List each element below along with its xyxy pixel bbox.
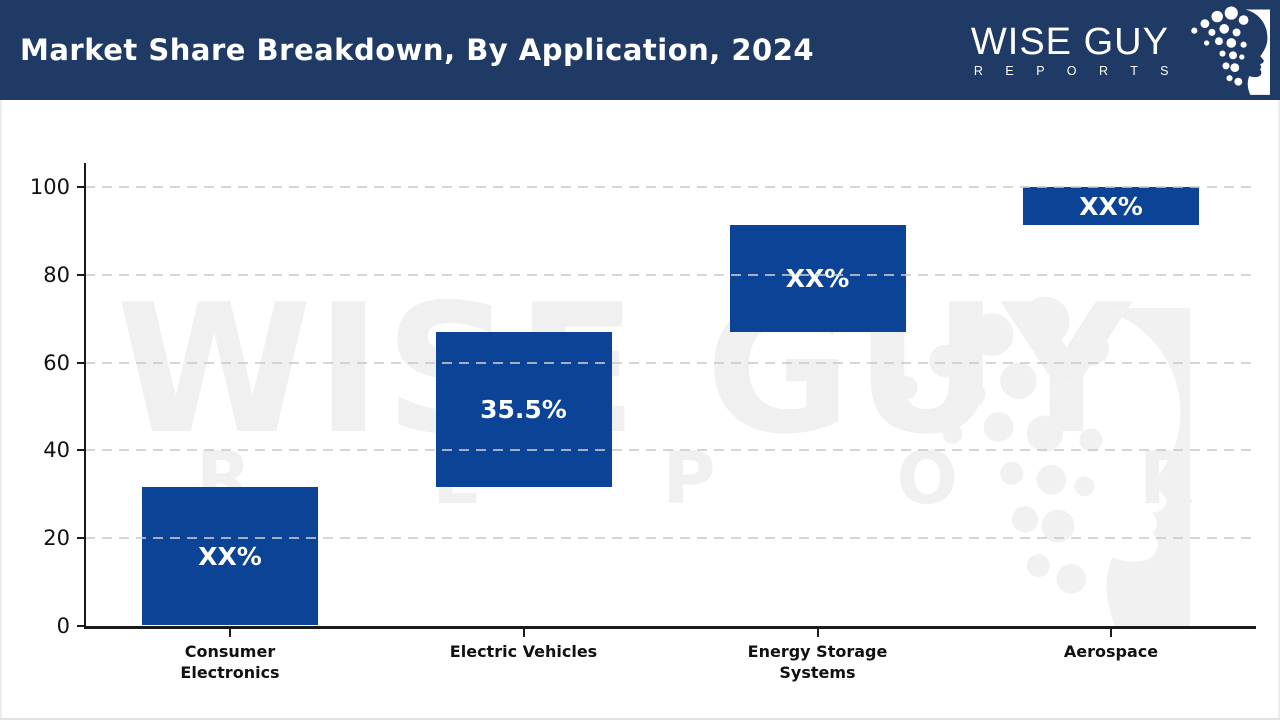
y-tick-mark <box>77 536 85 539</box>
x-category-label: Electric Vehicles <box>449 642 598 661</box>
y-tick-label: 80 <box>43 263 70 288</box>
bar-consumer-electronics: XX% <box>142 487 318 626</box>
x-axis-spine <box>84 626 1256 629</box>
y-tick-label: 0 <box>56 613 70 638</box>
watermark-face-icon <box>894 296 1190 629</box>
y-tick-label: 100 <box>29 175 70 200</box>
x-category-label: Aerospace <box>1063 642 1159 661</box>
logo-name: WISE GUY <box>970 20 1169 63</box>
y-tick-label: 40 <box>43 438 70 463</box>
watermark-line1: WISE GUY <box>116 266 1134 473</box>
gridline <box>85 186 1255 189</box>
wise-guy-logo: WISE GUY R E P O R T S <box>971 4 1270 96</box>
x-category-label: Consumer Electronics <box>180 642 280 682</box>
bar-electric-vehicles: 35.5% <box>435 331 612 488</box>
y-tick-mark <box>77 361 85 364</box>
plot-area: WISE GUY R E P O R T S XX%35.5%XX%XX% 02… <box>0 100 1280 720</box>
y-axis-spine <box>84 163 86 628</box>
bar-aerospace: XX% <box>1023 187 1199 225</box>
gridline <box>85 449 1255 452</box>
y-tick-mark <box>77 274 85 277</box>
bar-energy-storage-systems: XX% <box>729 224 906 332</box>
header: Market Share Breakdown, By Application, … <box>0 0 1280 100</box>
x-tick-mark <box>522 629 525 637</box>
x-tick-mark <box>1110 629 1112 637</box>
gridline <box>85 274 1255 277</box>
gridline <box>85 361 1255 364</box>
logo-text: WISE GUY R E P O R T S <box>971 23 1178 78</box>
bar-value-label: 35.5% <box>480 394 567 424</box>
gridline <box>85 536 1255 539</box>
y-tick-mark <box>77 624 85 627</box>
bar-value-label: XX% <box>1079 191 1143 221</box>
y-tick-mark <box>77 449 85 452</box>
logo-face-icon <box>1191 6 1270 95</box>
x-tick-mark <box>229 629 231 637</box>
y-tick-label: 20 <box>43 525 70 550</box>
y-tick-mark <box>77 186 85 189</box>
y-tick-label: 60 <box>43 350 70 375</box>
logo-subtitle: R E P O R T S <box>973 63 1178 78</box>
bar-value-label: XX% <box>198 541 262 571</box>
bar-value-label: XX% <box>785 263 850 293</box>
chart-title: Market Share Breakdown, By Application, … <box>20 33 815 67</box>
x-category-label: Energy Storage Systems <box>747 642 888 682</box>
x-tick-mark <box>816 629 819 637</box>
